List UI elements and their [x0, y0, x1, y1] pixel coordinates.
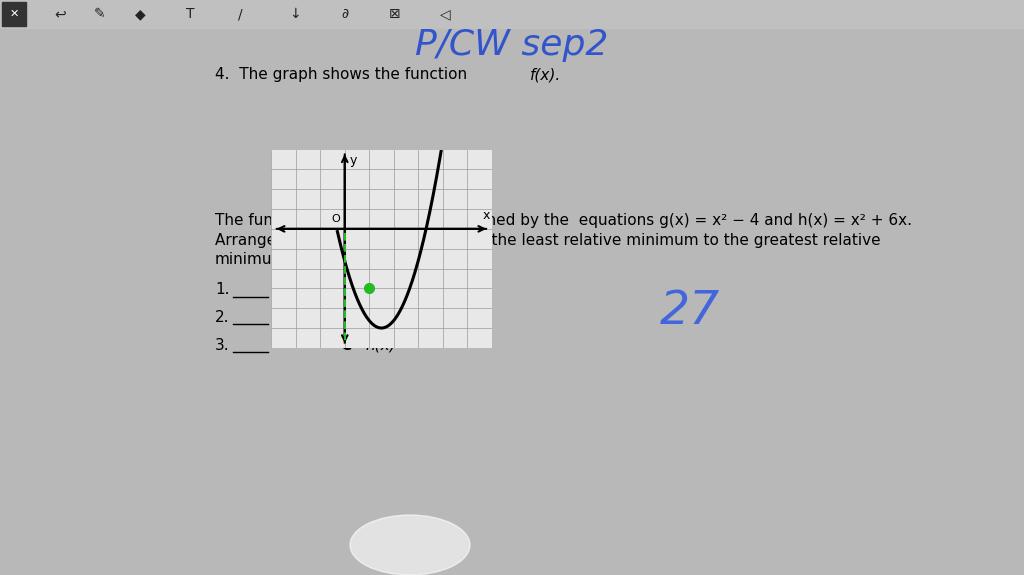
Text: ◁: ◁	[439, 7, 451, 21]
Bar	[0, 0, 1024, 28]
Text: T: T	[185, 7, 195, 21]
Text: B: B	[340, 309, 351, 324]
Text: A: A	[340, 282, 352, 297]
Text: /: /	[238, 7, 243, 21]
Text: ⊠: ⊠	[389, 7, 400, 21]
Text: 4.  The graph shows the function: 4. The graph shows the function	[215, 67, 472, 82]
Text: y: y	[349, 155, 357, 167]
Text: The functions g(x) and h(x) are defined by the  equations g(x) = x² − 4 and h(x): The functions g(x) and h(x) are defined …	[215, 213, 912, 228]
Text: g(x): g(x)	[365, 309, 395, 324]
Text: h(x): h(x)	[365, 338, 395, 352]
Bar	[2, 2, 26, 26]
Text: ∂: ∂	[341, 7, 348, 21]
Text: 27: 27	[660, 289, 720, 335]
Text: O: O	[331, 214, 340, 224]
Text: x: x	[483, 209, 490, 222]
Text: ↩: ↩	[54, 7, 66, 21]
Text: ↓: ↓	[289, 7, 301, 21]
Text: ✎: ✎	[94, 7, 105, 21]
Text: f(x): f(x)	[365, 282, 391, 297]
Text: 3.: 3.	[215, 338, 229, 352]
Text: ✕: ✕	[9, 9, 18, 19]
Text: 2.: 2.	[215, 309, 229, 324]
Text: P/CW sep2: P/CW sep2	[416, 28, 608, 62]
Text: ◆: ◆	[135, 7, 145, 21]
Text: f(x).: f(x).	[530, 67, 561, 82]
Text: Arrange the functions in order from the least relative minimum to the greatest r: Arrange the functions in order from the …	[215, 232, 881, 247]
Ellipse shape	[350, 515, 470, 575]
Text: C: C	[340, 338, 351, 352]
Text: minimum.: minimum.	[215, 252, 292, 267]
Text: 1.: 1.	[215, 282, 229, 297]
